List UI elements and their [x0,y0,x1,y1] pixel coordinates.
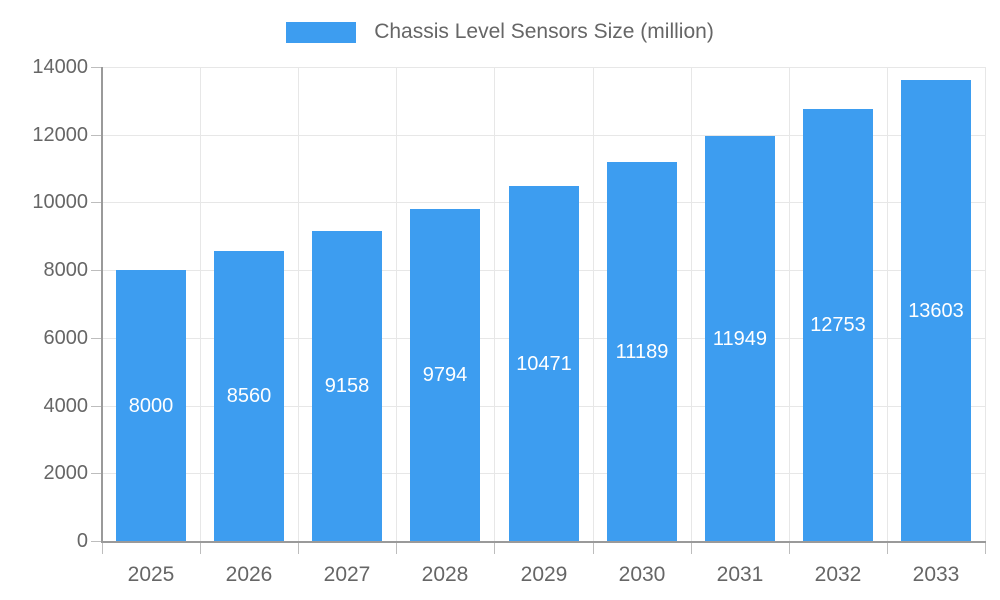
bar-value-label: 11189 [615,341,669,363]
y-axis-tick-label: 2000 [43,462,89,484]
bar-value-label: 12753 [810,314,866,336]
bar-2031[interactable] [705,136,775,541]
y-axis-tick [91,406,102,407]
bar-value-label: 10471 [516,353,572,375]
x-axis-tick [985,541,986,554]
gridline-horizontal [102,67,985,68]
x-axis-tick-label: 2031 [716,563,764,586]
bar-value-label: 8000 [128,395,174,417]
y-axis-tick-label: 10000 [32,191,88,213]
y-axis-tick-label: 8000 [43,259,89,281]
y-axis-tick [91,270,102,271]
chart-legend[interactable]: Chassis Level Sensors Size (million) [0,20,1000,44]
x-axis-tick-label: 2027 [323,563,371,586]
gridline-vertical [494,67,495,541]
x-axis-tick-label: 2033 [912,563,960,586]
y-axis-line [101,67,103,543]
bar-value-label: 9794 [422,364,468,386]
legend-label: Chassis Level Sensors Size (million) [374,20,714,43]
y-axis-tick-label: 14000 [32,56,88,78]
gridline-vertical [396,67,397,541]
y-axis-tick [91,67,102,68]
x-axis-tick [396,541,397,554]
y-axis-tick-label: 0 [76,530,88,552]
x-axis-tick-label: 2028 [421,563,469,586]
bar-value-label: 11949 [712,328,768,350]
x-axis-tick-label: 2026 [225,563,273,586]
gridline-vertical [298,67,299,541]
y-axis-tick-label: 4000 [43,395,89,417]
bar-2029[interactable] [509,186,579,541]
y-axis-tick-label: 6000 [43,327,89,349]
gridline-vertical [789,67,790,541]
x-axis-tick-label: 2032 [814,563,862,586]
bar-value-label: 8560 [226,385,272,407]
y-axis-tick [91,135,102,136]
y-axis-tick-label: 12000 [32,124,88,146]
bar-2026[interactable] [214,251,284,541]
bar-2025[interactable] [116,270,186,541]
bar-2030[interactable] [607,162,677,541]
x-axis-tick [887,541,888,554]
x-axis-tick-label: 2030 [618,563,666,586]
bar-2028[interactable] [410,209,480,541]
x-axis-tick [102,541,103,554]
gridline-vertical [887,67,888,541]
x-axis-tick [200,541,201,554]
y-axis-tick [91,338,102,339]
bar-2033[interactable] [901,80,971,541]
y-axis-tick [91,473,102,474]
bar-2032[interactable] [803,109,873,541]
x-axis-tick [494,541,495,554]
gridline-vertical [691,67,692,541]
x-axis-tick [691,541,692,554]
gridline-horizontal [102,135,985,136]
y-axis-tick [91,202,102,203]
gridline-vertical [593,67,594,541]
x-axis-tick [593,541,594,554]
x-axis-line [101,541,986,543]
x-axis-tick [298,541,299,554]
x-axis-tick [789,541,790,554]
x-axis-tick-label: 2025 [127,563,175,586]
gridline-vertical [200,67,201,541]
legend-swatch [286,21,357,43]
bar-value-label: 13603 [908,300,964,322]
gridline-vertical [985,67,986,541]
y-axis-tick [91,541,102,542]
bar-value-label: 9158 [324,375,370,397]
bar-2027[interactable] [312,231,382,541]
x-axis-tick-label: 2029 [520,563,568,586]
